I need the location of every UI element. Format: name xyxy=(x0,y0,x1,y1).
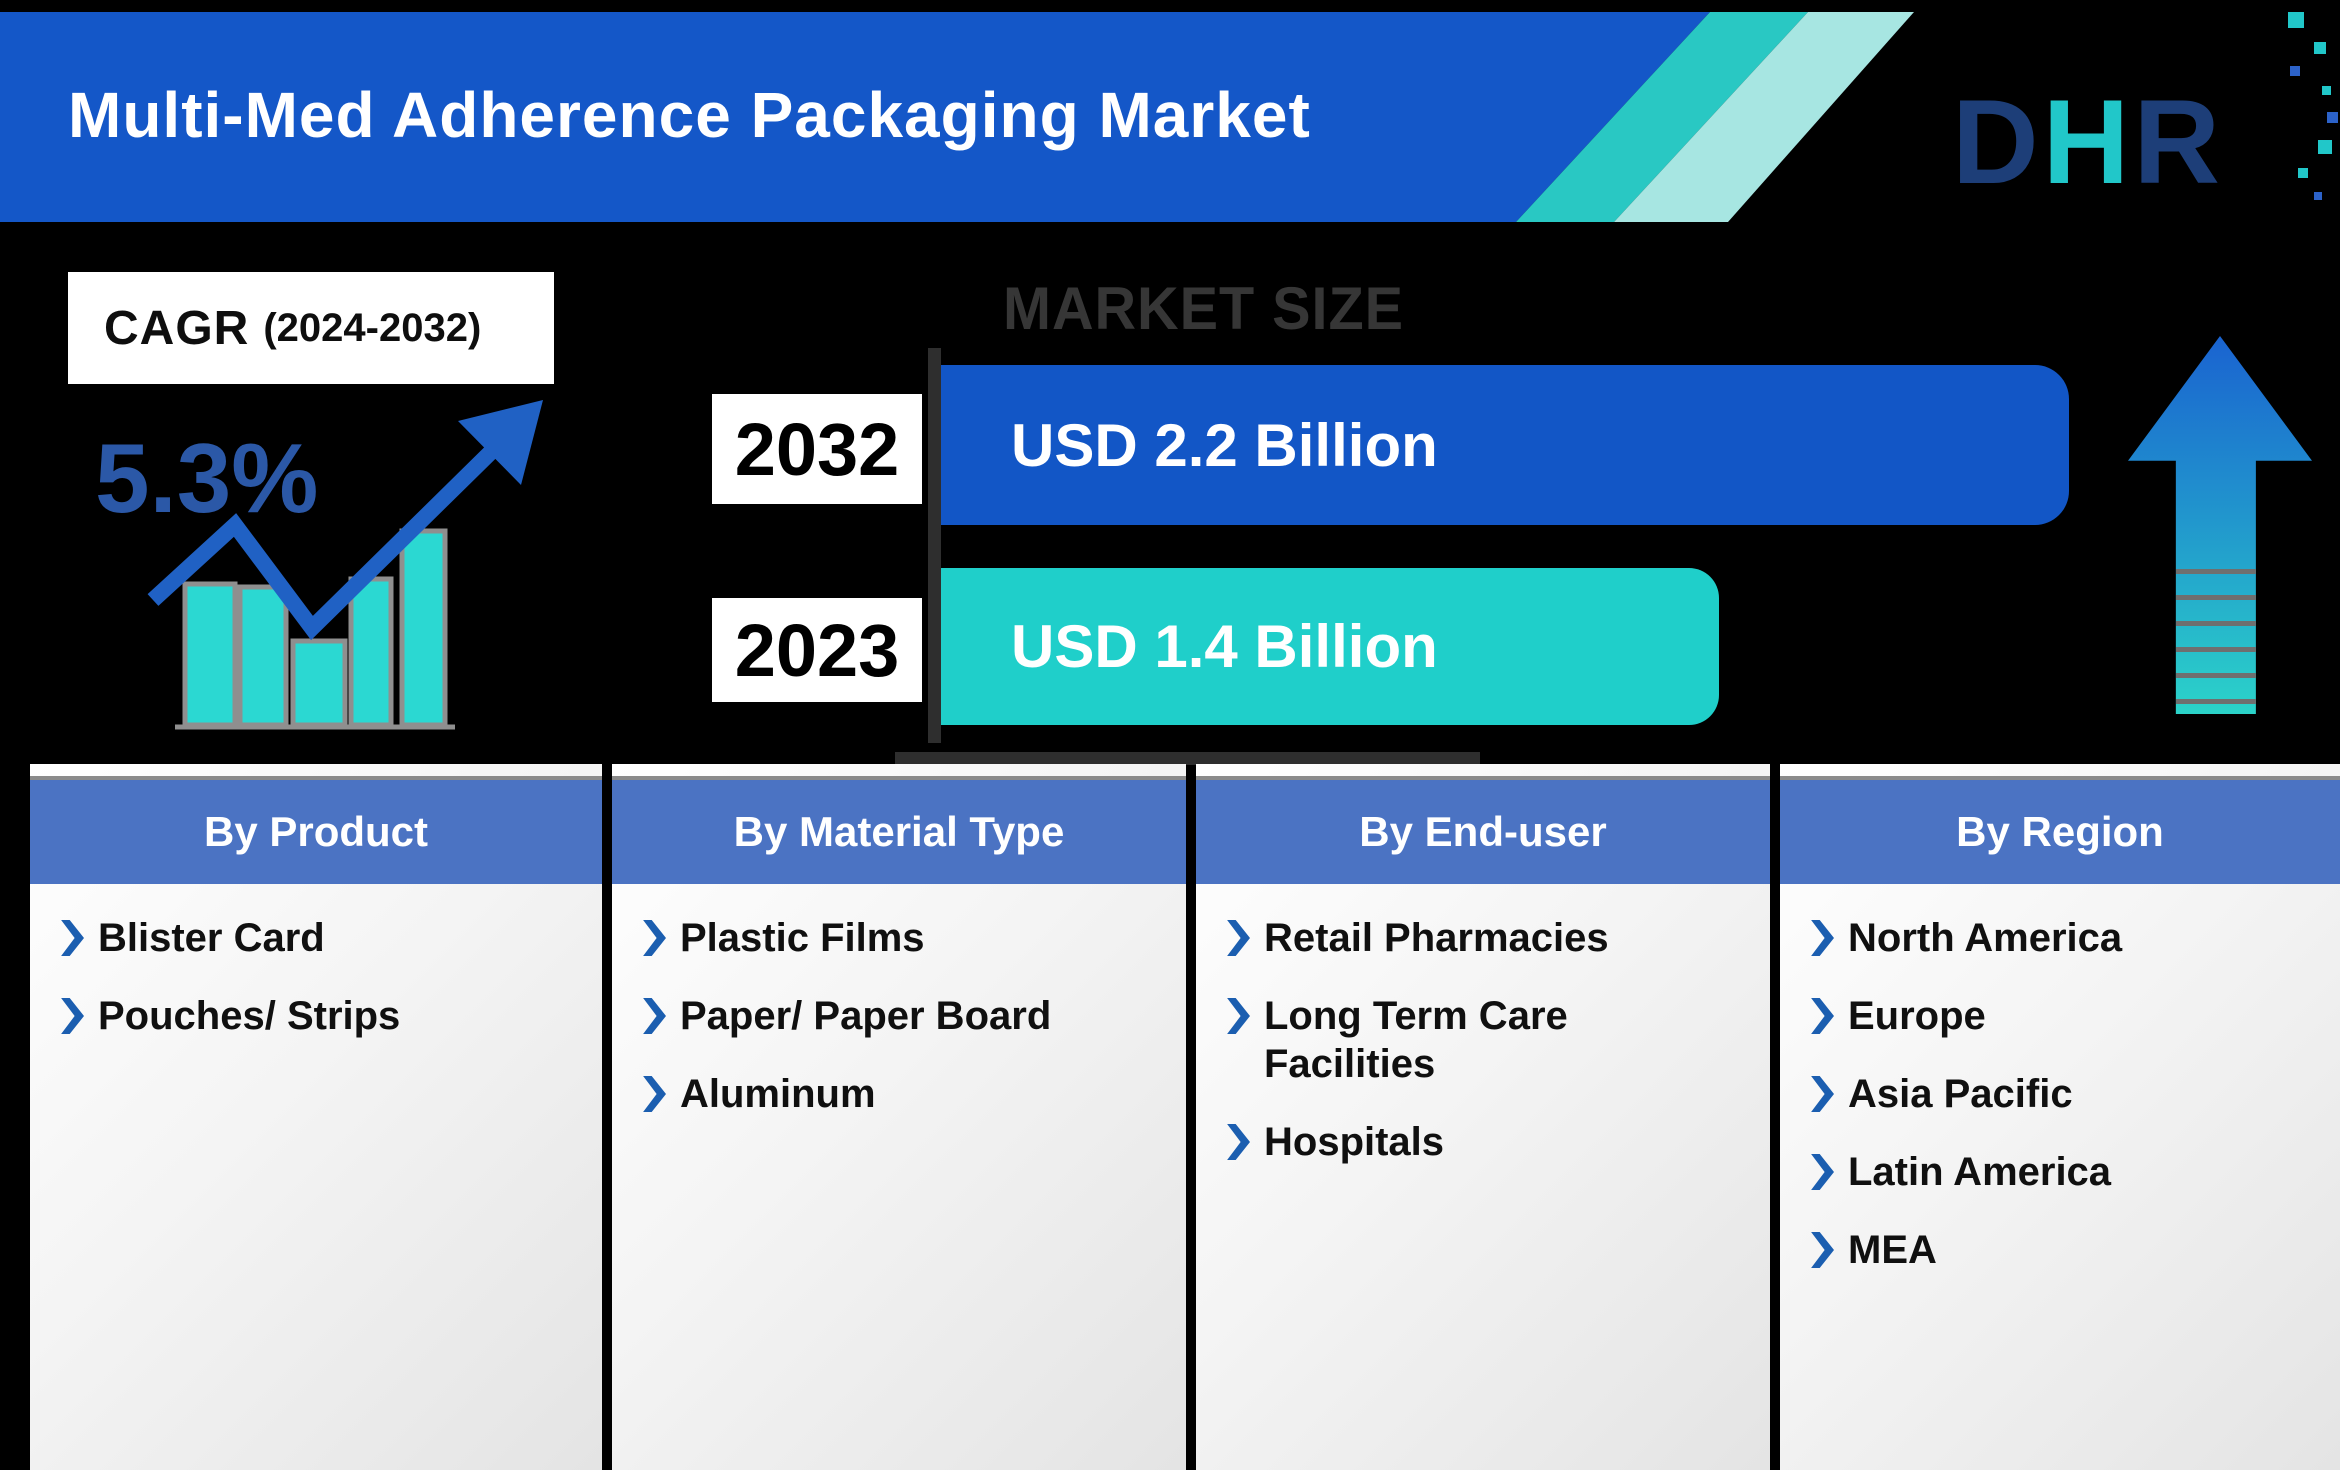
cagr-box: CAGR (2024-2032) xyxy=(68,272,554,384)
material-list: Plastic Films Paper/ Paper Board Aluminu… xyxy=(612,884,1186,1118)
list-item-label: Hospitals xyxy=(1264,1120,1445,1164)
list-item: Plastic Films xyxy=(640,914,1162,962)
chart-y-axis xyxy=(928,348,941,743)
logo-sparkle-dot xyxy=(2314,192,2322,200)
market-size-title: MARKET SIZE xyxy=(1003,275,1404,342)
segment-column-material: By Material Type Plastic Films Paper/ Pa… xyxy=(612,764,1186,1470)
list-item: Long Term Care Facilities xyxy=(1224,992,1746,1088)
list-item-label: Asia Pacific xyxy=(1848,1072,2073,1116)
bar-value-2032: USD 2.2 Billion xyxy=(1011,411,1438,479)
chart-x-axis xyxy=(895,752,1480,765)
list-item-label: Europe xyxy=(1848,994,1986,1038)
page-title: Multi-Med Adherence Packaging Market xyxy=(68,79,1311,151)
chevron-right-icon xyxy=(61,920,84,956)
list-item-label: North America xyxy=(1848,916,2123,960)
market-size-bar-2032: USD 2.2 Billion xyxy=(941,365,2069,525)
chevron-right-icon xyxy=(61,998,84,1034)
market-size-bar-2023: USD 1.4 Billion xyxy=(941,568,1719,725)
growth-up-arrow-icon xyxy=(2128,336,2312,714)
list-item: Asia Pacific xyxy=(1808,1070,2316,1118)
arrow-shaft-stripes xyxy=(2175,547,2256,714)
cagr-trend-chart xyxy=(147,400,543,730)
list-item: MEA xyxy=(1808,1226,2316,1274)
chevron-right-icon xyxy=(1811,1154,1834,1190)
list-item-label: Retail Pharmacies xyxy=(1264,916,1609,960)
list-item-label: Aluminum xyxy=(680,1072,876,1116)
column-header-enduser: By End-user xyxy=(1196,776,1770,884)
logo-letter-d: D xyxy=(1952,75,2043,209)
chevron-right-icon xyxy=(643,920,666,956)
banner-background xyxy=(0,12,1710,222)
list-item: Europe xyxy=(1808,992,2316,1040)
logo-sparkle-dot xyxy=(2298,168,2308,178)
logo-sparkle-dot xyxy=(2327,112,2338,123)
chevron-right-icon xyxy=(643,1076,666,1112)
list-item: Paper/ Paper Board xyxy=(640,992,1162,1040)
list-item: Hospitals xyxy=(1224,1118,1746,1166)
logo-sparkle-dot xyxy=(2288,12,2304,28)
logo-sparkle-dot xyxy=(2290,66,2300,76)
cagr-value: 5.3% xyxy=(95,423,319,533)
list-item-label: Plastic Films xyxy=(680,916,925,960)
bar-value-2023: USD 1.4 Billion xyxy=(1011,613,1438,680)
enduser-list: Retail Pharmacies Long Term Care Facilit… xyxy=(1196,884,1770,1166)
list-item-label: MEA xyxy=(1848,1228,1937,1272)
list-item: Blister Card xyxy=(58,914,578,962)
year-label-2032: 2032 xyxy=(712,394,922,504)
dhr-logo: DHR xyxy=(1952,82,2224,202)
chevron-right-icon xyxy=(1227,920,1250,956)
segment-column-enduser: By End-user Retail Pharmacies Long Term … xyxy=(1196,764,1770,1470)
logo-sparkle-dot xyxy=(2318,140,2332,154)
year-label-2023: 2023 xyxy=(712,598,922,702)
list-item-label: Paper/ Paper Board xyxy=(680,994,1052,1038)
chevron-right-icon xyxy=(1227,1124,1250,1160)
column-header-region: By Region xyxy=(1780,776,2340,884)
segment-column-region: By Region North America Europe Asia Paci… xyxy=(1780,764,2340,1470)
list-item: Latin America xyxy=(1808,1148,2316,1196)
list-item-label: Pouches/ Strips xyxy=(98,994,401,1038)
list-item-label: Latin America xyxy=(1848,1150,2112,1194)
chevron-right-icon xyxy=(1227,998,1250,1034)
region-list: North America Europe Asia Pacific Latin … xyxy=(1780,884,2340,1274)
chevron-right-icon xyxy=(643,998,666,1034)
mini-bar-chart xyxy=(175,528,455,730)
list-item-label: Blister Card xyxy=(98,916,325,960)
logo-letter-r: R xyxy=(2133,75,2225,209)
segment-column-product: By Product Blister Card Pouches/ Strips xyxy=(30,764,602,1470)
chevron-right-icon xyxy=(1811,998,1834,1034)
list-item: Pouches/ Strips xyxy=(58,992,578,1040)
list-item: Retail Pharmacies xyxy=(1224,914,1746,962)
cagr-label: CAGR xyxy=(104,301,250,355)
growth-line-arrow xyxy=(147,400,543,641)
chevron-right-icon xyxy=(1811,920,1834,956)
product-list: Blister Card Pouches/ Strips xyxy=(30,884,602,1040)
logo-sparkle-dot xyxy=(2314,42,2326,54)
column-header-product: By Product xyxy=(30,776,602,884)
list-item: North America xyxy=(1808,914,2316,962)
chevron-right-icon xyxy=(1811,1232,1834,1268)
logo-letter-h: H xyxy=(2042,75,2134,209)
list-item: Aluminum xyxy=(640,1070,1162,1118)
chevron-right-icon xyxy=(1811,1076,1834,1112)
cagr-period: (2024-2032) xyxy=(263,305,482,350)
logo-sparkle-dot xyxy=(2322,86,2331,95)
column-header-material: By Material Type xyxy=(612,776,1186,884)
list-item-label: Long Term Care Facilities xyxy=(1264,994,1568,1086)
